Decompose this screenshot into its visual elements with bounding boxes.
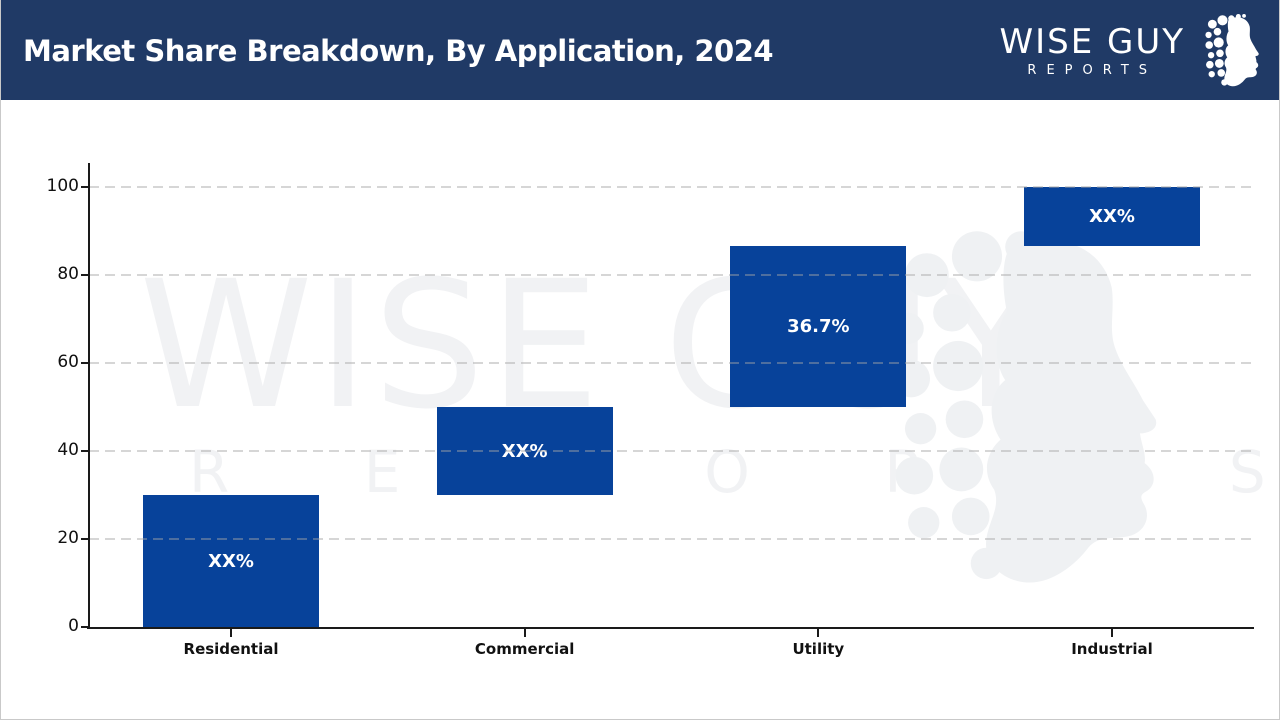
- bar-utility: 36.7%: [730, 245, 907, 407]
- bar-commercial: XX%: [436, 407, 613, 495]
- chart-title: Market Share Breakdown, By Application, …: [23, 34, 774, 68]
- y-tick-mark-20: [81, 538, 89, 540]
- x-tick-label-residential: Residential: [183, 640, 279, 658]
- y-tick-label-20: 20: [57, 528, 79, 548]
- x-tick-mark-industrial: [1111, 629, 1113, 637]
- y-tick-mark-60: [81, 362, 89, 364]
- x-tick-mark-commercial: [523, 629, 526, 637]
- x-tick-mark-utility: [817, 629, 820, 637]
- y-axis-line: [88, 163, 90, 629]
- bar-industrial: XX%: [1024, 187, 1200, 246]
- x-tick-mark-residential: [230, 629, 232, 637]
- x-tick-label-industrial: Industrial: [1071, 640, 1153, 658]
- header-bar: Market Share Breakdown, By Application, …: [1, 0, 1279, 100]
- bar-residential: XX%: [143, 495, 319, 627]
- brand-face-icon: [1205, 14, 1259, 87]
- bar-value-label: XX%: [501, 440, 548, 462]
- gridline-60: [89, 362, 1253, 364]
- y-tick-label-40: 40: [57, 440, 79, 460]
- gridline-20: [89, 538, 1253, 540]
- y-tick-label-80: 80: [57, 264, 79, 284]
- y-tick-mark-40: [81, 450, 89, 452]
- gridline-80: [89, 274, 1253, 276]
- bar-value-label: XX%: [1089, 205, 1135, 227]
- y-tick-mark-80: [81, 274, 89, 276]
- y-tick-mark-0: [81, 626, 89, 628]
- watermark-face-icon: [892, 225, 1157, 583]
- bar-value-label: XX%: [208, 550, 254, 572]
- x-tick-label-utility: Utility: [792, 640, 845, 658]
- y-tick-label-100: 100: [46, 176, 79, 196]
- y-tick-label-60: 60: [57, 352, 79, 372]
- y-tick-mark-100: [81, 186, 89, 188]
- brand-wordmark: WISE GUY REPORTS: [999, 22, 1185, 79]
- brand-logo: WISE GUY REPORTS: [999, 8, 1263, 94]
- gridline-40: [89, 450, 1253, 452]
- x-tick-label-commercial: Commercial: [474, 640, 575, 658]
- x-axis-line: [87, 627, 1254, 629]
- bar-value-label: 36.7%: [787, 315, 850, 337]
- y-tick-label-0: 0: [68, 616, 79, 636]
- gridline-100: [89, 186, 1253, 188]
